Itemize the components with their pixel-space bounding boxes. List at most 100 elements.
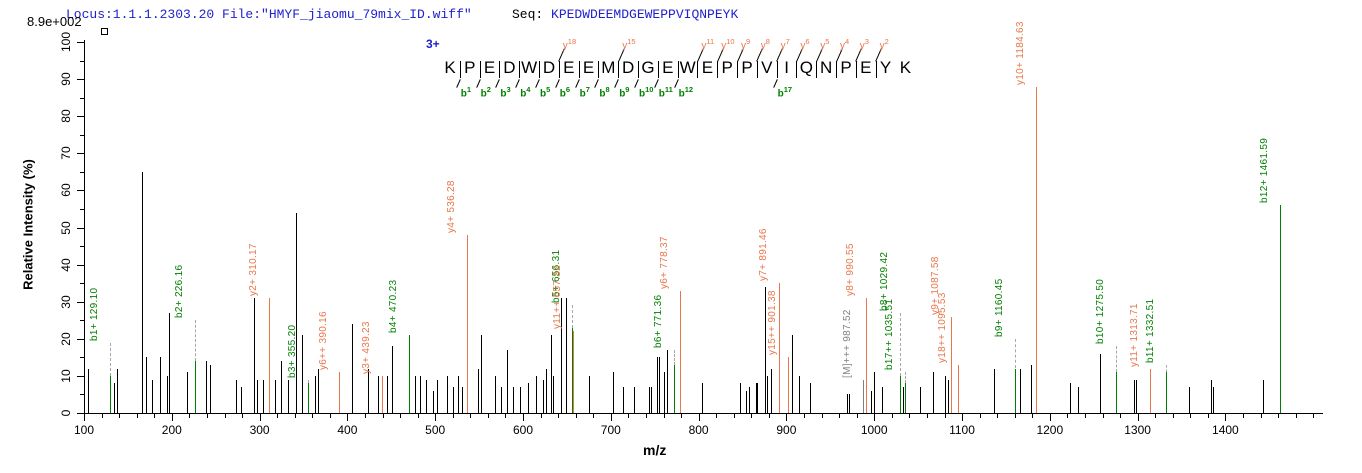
spectrum-peak — [882, 387, 884, 413]
x-minor-tick — [1313, 414, 1315, 418]
spectrum-peak — [933, 372, 934, 413]
b-ion-marker: b12 — [678, 85, 694, 100]
residue-letter: E — [483, 58, 496, 77]
x-minor-tick — [382, 414, 384, 418]
fragment-cut-line — [677, 61, 679, 78]
spectrum-peak — [446, 375, 448, 413]
b-ion-marker: b8 — [599, 85, 610, 100]
spectrum-peak — [847, 394, 848, 413]
fragment-cut-line — [499, 61, 501, 78]
x-minor-tick — [1014, 414, 1016, 418]
fragment-cut-line — [776, 61, 778, 78]
fragment-cut-line — [539, 61, 540, 78]
x-minor-tick — [540, 414, 542, 418]
b-ion-marker: b5 — [540, 85, 551, 100]
peak-label: y11+ 1313.71 — [1128, 302, 1140, 367]
peak-label-connector — [308, 379, 310, 384]
labeled-peak-b — [905, 383, 907, 413]
y-major-tick — [77, 301, 84, 303]
spectrum-peak — [1030, 364, 1032, 413]
b-ion-marker: b2 — [480, 85, 491, 100]
y-tick-label: 70 — [59, 146, 73, 160]
peak-label: y11++ 657.32 — [552, 265, 564, 330]
spectrum-peak — [494, 375, 496, 413]
spectrum-peak — [1210, 379, 1212, 413]
spectrum-peak — [507, 349, 509, 413]
x-minor-tick — [189, 414, 191, 418]
y-minor-tick — [80, 394, 84, 396]
spectrum-peak — [613, 372, 615, 413]
peak-label: b3+ 355.20 — [287, 324, 299, 378]
peak-label: y2+ 310.17 — [247, 243, 259, 296]
x-minor-tick — [470, 414, 472, 418]
spectrum-peak — [520, 387, 522, 413]
x-major-tick — [347, 414, 349, 421]
spectrum-peak — [160, 357, 162, 413]
y-minor-tick — [80, 246, 84, 247]
b-ion-marker: b9 — [619, 85, 630, 100]
x-minor-tick — [628, 414, 630, 418]
x-minor-tick — [804, 414, 805, 418]
x-minor-tick — [1295, 414, 1297, 418]
x-minor-tick — [365, 414, 366, 418]
b-ion-marker: b4 — [520, 85, 531, 100]
residue-letter: Q — [799, 58, 813, 77]
residue-letter: N — [820, 58, 833, 77]
y-tick-label: 30 — [59, 295, 73, 309]
x-major-tick — [786, 414, 788, 421]
spectrum-peak — [1263, 379, 1265, 413]
x-minor-tick — [154, 414, 156, 418]
residue-letter: M — [601, 58, 616, 77]
spectrum-peak — [169, 312, 171, 413]
spectrum-peak — [386, 375, 388, 413]
spectrum-peak — [166, 375, 168, 413]
x-minor-tick — [909, 414, 911, 418]
y-minor-tick — [80, 134, 84, 136]
peak-label-connector — [1116, 346, 1118, 373]
y-tick-label: 0 — [59, 409, 73, 417]
y-major-tick — [77, 264, 84, 266]
spectrum-peak — [903, 387, 905, 413]
spectrum-peak — [764, 286, 766, 413]
x-minor-tick — [926, 414, 928, 418]
spectrum-peak — [314, 375, 316, 413]
spectrum-peak — [141, 171, 143, 413]
peak-label: y6++ 390.16 — [317, 311, 329, 371]
x-minor-tick — [751, 414, 753, 418]
spectrum-peak — [1188, 387, 1190, 413]
legend-square-icon — [101, 28, 108, 35]
x-minor-tick — [1207, 414, 1209, 418]
locus-file-text: Locus:1.1.1.2303.20 File:"HMYF_jiaomu_79… — [66, 7, 472, 22]
fragment-cut-line — [558, 61, 560, 78]
peak-label: b1+ 129.10 — [88, 287, 100, 341]
x-major-tick — [1225, 414, 1227, 421]
labeled-peak-b — [1166, 372, 1168, 413]
y-major-tick — [77, 413, 84, 414]
residue-letter: E — [701, 58, 714, 77]
labeled-peak-b — [109, 375, 111, 413]
peak-label: [M]+++ 987.52 — [842, 308, 854, 378]
x-minor-tick — [1102, 414, 1104, 418]
labeled-peak-b — [1116, 372, 1118, 413]
y-minor-tick — [80, 208, 84, 210]
spectrum-peak — [253, 298, 255, 413]
spectrum-peak — [426, 379, 428, 413]
spectrum-peak — [263, 379, 265, 413]
y-axis-line — [84, 40, 85, 413]
spectrum-peak — [113, 383, 115, 413]
b-ion-marker: b1 — [460, 85, 472, 100]
spectrum-peak — [944, 375, 946, 413]
x-minor-tick — [979, 414, 981, 418]
x-minor-tick — [681, 414, 682, 418]
spectrum-peak — [420, 375, 422, 413]
fragment-cut-line — [836, 61, 837, 78]
x-major-tick — [259, 414, 261, 421]
y-major-tick — [77, 153, 84, 155]
x-minor-tick — [452, 414, 454, 418]
x-minor-tick — [294, 414, 296, 418]
x-minor-tick — [733, 414, 735, 418]
seq-value: KPEDWDEEMDGEWEPPVIQNPEYK — [551, 7, 739, 22]
y-major-tick — [77, 79, 84, 81]
b-ion-marker: b11 — [658, 85, 673, 100]
